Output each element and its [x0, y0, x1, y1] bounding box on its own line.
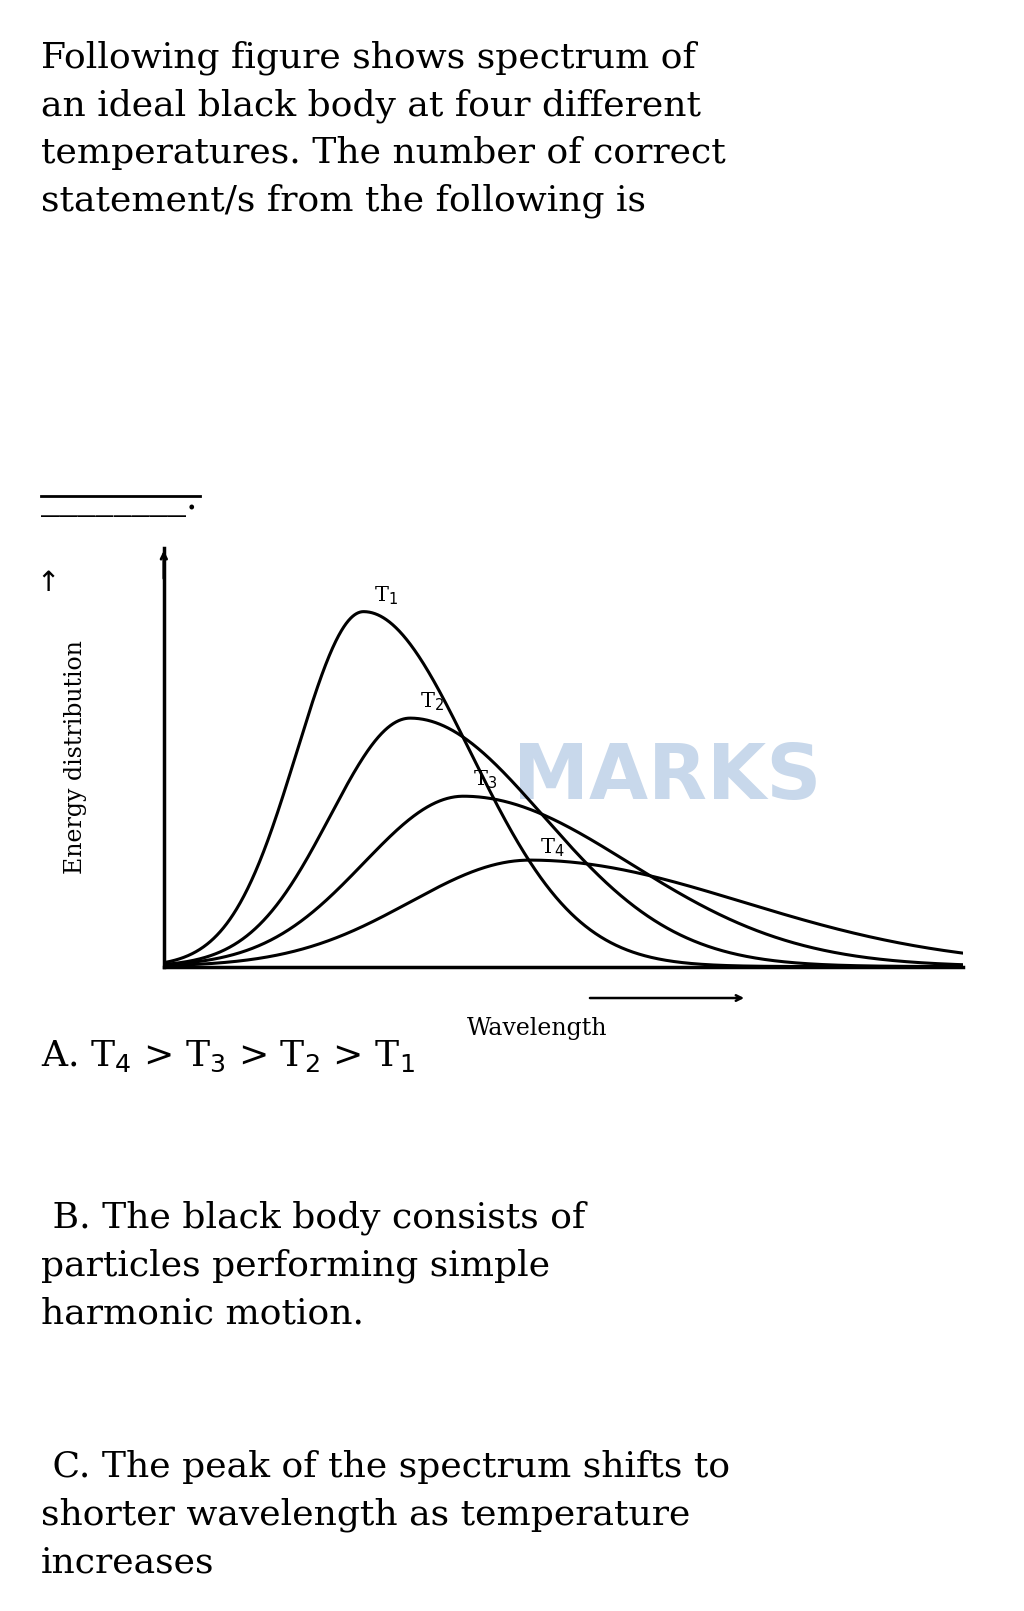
Text: MARKS: MARKS: [513, 741, 821, 815]
Text: Energy distribution: Energy distribution: [65, 640, 87, 875]
Text: B. The black body consists of
particles performing simple
harmonic motion.: B. The black body consists of particles …: [41, 1200, 586, 1331]
Text: ↑: ↑: [37, 569, 59, 596]
Text: Wavelength: Wavelength: [467, 1017, 608, 1039]
Text: T$_1$: T$_1$: [374, 583, 397, 607]
Text: C. The peak of the spectrum shifts to
shorter wavelength as temperature
increase: C. The peak of the spectrum shifts to sh…: [41, 1450, 730, 1579]
Text: ________.: ________.: [41, 483, 198, 517]
Text: T$_3$: T$_3$: [473, 768, 498, 791]
Text: A. T$_4$ > T$_3$ > T$_2$ > T$_1$: A. T$_4$ > T$_3$ > T$_2$ > T$_1$: [41, 1039, 415, 1075]
Text: T$_2$: T$_2$: [420, 691, 444, 714]
Text: Following figure shows spectrum of
an ideal black body at four different
tempera: Following figure shows spectrum of an id…: [41, 40, 726, 217]
Text: T$_4$: T$_4$: [540, 836, 564, 859]
